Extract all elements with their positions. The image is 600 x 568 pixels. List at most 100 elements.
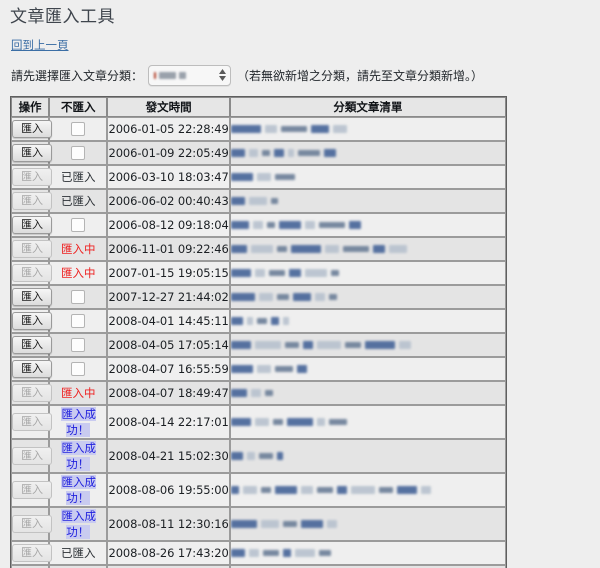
import-table: 操作 不匯入 發文時間 分類文章清單 匯入 2006-01-05 22:28:49… <box>10 96 507 568</box>
redacted-article-text <box>230 547 505 560</box>
row-import-button[interactable]: 匯入 <box>12 216 52 234</box>
cell-skip-status: 匯入成功！ <box>49 473 108 507</box>
redacted-article-text <box>230 416 505 429</box>
status-badge: 已匯入 <box>61 546 96 560</box>
table-header-row: 操作 不匯入 發文時間 分類文章清單 <box>11 97 506 117</box>
cell-operation: 匯入 <box>11 189 52 213</box>
skip-checkbox[interactable] <box>71 314 86 329</box>
table-row: 匯入 匯入中 2007-01-15 19:05:15 <box>11 261 506 285</box>
cell-skip-status: 匯入中 <box>49 261 108 285</box>
skip-checkbox[interactable] <box>71 362 86 377</box>
back-to-previous-link[interactable]: 回到上一頁 <box>11 38 69 52</box>
cell-post-time: 2008-04-14 22:17:01 <box>107 405 230 439</box>
cell-post-time: 2006-01-05 22:28:49 <box>107 117 230 141</box>
cell-article-list <box>229 237 506 261</box>
cell-article-list <box>229 541 506 565</box>
cell-post-time: 2008-08-11 12:30:16 <box>107 507 230 541</box>
table-row: 匯入 2006-01-05 22:28:49 <box>11 117 506 141</box>
row-import-button: 匯入 <box>12 413 52 431</box>
redacted-article-text <box>230 147 505 160</box>
row-import-button[interactable]: 匯入 <box>12 336 52 354</box>
row-import-button[interactable]: 匯入 <box>12 288 52 306</box>
table-row: 匯入 2006-01-09 22:05:49 <box>11 141 506 165</box>
redacted-article-text <box>230 267 505 280</box>
cell-skip-status: 匯入成功！ <box>49 405 108 439</box>
redacted-article-text <box>230 123 505 136</box>
cell-article-list <box>229 565 506 568</box>
redacted-article-text <box>230 339 505 352</box>
cell-article-list <box>229 439 506 473</box>
status-badge: 匯入成功！ <box>60 441 96 471</box>
status-badge: 匯入成功！ <box>60 509 96 539</box>
table-row: 匯入 匯入成功！ 2008-08-11 12:30:16 <box>11 507 506 541</box>
cell-operation: 匯入 <box>11 117 52 141</box>
cell-post-time: 2006-01-09 22:05:49 <box>107 141 230 165</box>
table-row: 匯入 已匯入 2006-03-10 18:03:47 <box>11 165 506 189</box>
row-import-button: 匯入 <box>12 447 52 465</box>
table-row: 匯入 已匯入 2006-06-02 00:40:43 <box>11 189 506 213</box>
row-import-button[interactable]: 匯入 <box>12 312 52 330</box>
page-title: 文章匯入工具 <box>10 7 115 27</box>
skip-checkbox[interactable] <box>71 122 86 137</box>
redacted-article-text <box>230 243 505 256</box>
redacted-article-text <box>230 291 505 304</box>
cell-article-list <box>229 261 506 285</box>
cell-post-time: 2006-03-10 18:03:47 <box>107 165 230 189</box>
cell-article-list <box>229 333 506 357</box>
skip-checkbox[interactable] <box>71 146 86 161</box>
cell-article-list <box>229 141 506 165</box>
cell-skip-status <box>49 333 108 357</box>
cell-skip-status <box>49 141 108 165</box>
cell-operation: 匯入 <box>11 213 52 237</box>
row-import-button: 匯入 <box>12 544 52 562</box>
status-badge: 匯入中 <box>61 242 96 256</box>
cell-skip-status <box>49 285 108 309</box>
redacted-article-text <box>230 387 505 400</box>
redacted-article-text <box>230 450 505 463</box>
table-row: 匯入 2008-04-01 14:45:11 <box>11 309 506 333</box>
cell-operation: 匯入 <box>11 333 52 357</box>
header-post-time: 發文時間 <box>107 97 230 117</box>
category-select[interactable] <box>148 64 232 86</box>
cell-post-time: 2008-04-01 14:45:11 <box>107 309 230 333</box>
table-row: 匯入 匯入成功！ 2008-04-21 15:02:30 <box>11 439 506 473</box>
cell-skip-status: 匯入成功！ <box>49 439 108 473</box>
skip-checkbox[interactable] <box>71 218 86 233</box>
cell-skip-status: 已匯入 <box>49 541 108 565</box>
cell-article-list <box>229 189 506 213</box>
table-row: 匯入 2007-12-27 21:44:02 <box>11 285 506 309</box>
category-chooser-label: 請先選擇匯入文章分類： <box>11 68 144 83</box>
cell-article-list <box>229 117 506 141</box>
category-chooser-note: （若無欲新增之分類，請先至文章分類新增。） <box>237 68 484 83</box>
row-import-button: 匯入 <box>12 168 52 186</box>
row-import-button: 匯入 <box>12 515 52 533</box>
table-row: 匯入 2008-04-05 17:05:14 <box>11 333 506 357</box>
skip-checkbox[interactable] <box>71 290 86 305</box>
cell-operation: 匯入 <box>11 405 52 439</box>
cell-skip-status: 匯入中 <box>49 237 108 261</box>
skip-checkbox[interactable] <box>71 338 86 353</box>
row-import-button: 匯入 <box>12 481 52 499</box>
row-import-button[interactable]: 匯入 <box>12 120 52 138</box>
row-import-button[interactable]: 匯入 <box>12 360 52 378</box>
cell-operation: 匯入 <box>11 439 52 473</box>
cell-article-list <box>229 405 506 439</box>
cell-article-list <box>229 357 506 381</box>
cell-post-time: 2008-04-05 17:05:14 <box>107 333 230 357</box>
cell-operation: 匯入 <box>11 473 52 507</box>
row-import-button: 匯入 <box>12 240 52 258</box>
status-badge: 已匯入 <box>61 194 96 208</box>
row-import-button[interactable]: 匯入 <box>12 144 52 162</box>
category-chooser-row: 請先選擇匯入文章分類： （若無欲新增之分類，請先至文章分類新增。） <box>11 64 600 86</box>
status-badge: 匯入成功！ <box>60 475 96 505</box>
cell-article-list <box>229 213 506 237</box>
cell-post-time: 2008-04-07 18:49:47 <box>107 381 230 405</box>
import-tool-page: 文章匯入工具 回到上一頁 請先選擇匯入文章分類： （若無欲新增之分類，請先至文章… <box>0 6 600 568</box>
cell-operation: 匯入 <box>11 565 50 568</box>
cell-post-time: 2007-01-15 19:05:15 <box>107 261 230 285</box>
status-badge: 匯入成功！ <box>60 407 96 437</box>
table-row: 匯入 已匯入 2008-08-26 17:43:20 <box>11 541 506 565</box>
status-badge: 匯入中 <box>61 386 96 400</box>
cell-article-list <box>229 507 506 541</box>
